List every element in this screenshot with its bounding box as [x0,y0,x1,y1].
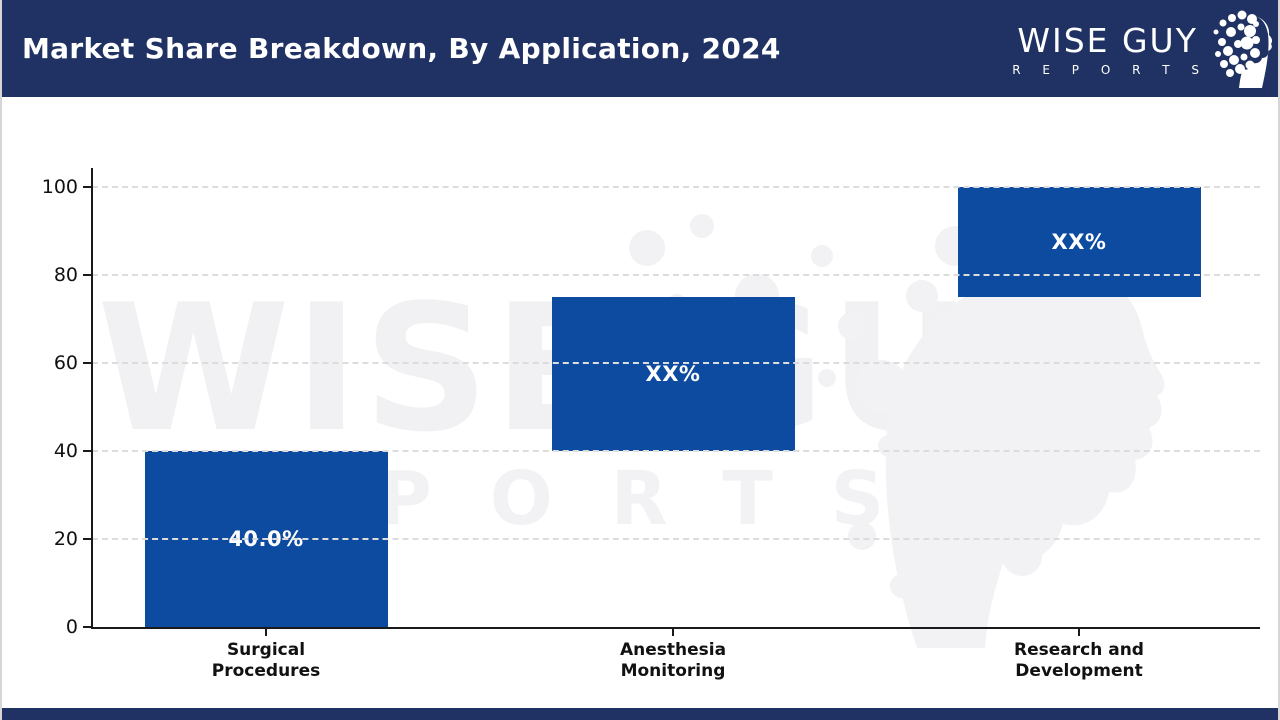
gridline [92,274,1260,276]
gridline [92,538,1260,540]
x-tick-mark [1078,629,1080,636]
x-category-label-line: Surgical [226,640,306,660]
y-tick-mark [83,274,91,276]
x-category-label: Surgical Procedures [106,640,426,682]
x-axis [91,627,1260,629]
x-category-label: Anesthesia Monitoring [513,640,833,682]
logo-subtitle: R E P O R T S [1012,63,1208,77]
y-tick-label: 20 [53,528,78,550]
bar-value-label: XX% [1051,230,1107,254]
brand-logo: WISE GUY R E P O R T S [1007,6,1272,92]
y-tick-label: 60 [53,352,78,374]
x-tick-mark [265,629,267,636]
gridline [92,186,1260,188]
x-category-label-line: Development [1015,661,1143,681]
x-category-label: Research and Development [919,640,1239,682]
x-category-label-line: Procedures [211,661,321,681]
y-tick-mark [83,626,91,628]
y-axis [91,168,93,629]
y-tick-mark [83,362,91,364]
bar-value-label: XX% [645,362,701,386]
y-tick-label: 80 [53,264,78,286]
y-tick-mark [83,450,91,452]
y-tick-label: 100 [41,176,78,198]
logo-face-icon [1213,10,1272,88]
x-category-label-line: Research and [1014,640,1144,660]
y-tick-label: 40 [53,440,78,462]
header: Market Share Breakdown, By Application, … [2,0,1278,97]
y-tick-mark [83,186,91,188]
gridline [92,362,1260,364]
bar: XX% [551,297,795,451]
logo-wordmark: WISE GUY [1017,21,1198,60]
brand-logo-text: WISE GUY R E P O R T S [1007,21,1208,77]
x-category-label-line: Monitoring [620,661,726,681]
x-tick-mark [672,629,674,636]
footer-bar [2,708,1278,720]
y-tick-mark [83,538,91,540]
gridline [92,450,1260,452]
x-category-label-line: Anesthesia [619,640,727,660]
bar: XX% [957,187,1201,297]
y-tick-label: 0 [65,616,78,638]
chart-title: Market Share Breakdown, By Application, … [22,32,781,65]
